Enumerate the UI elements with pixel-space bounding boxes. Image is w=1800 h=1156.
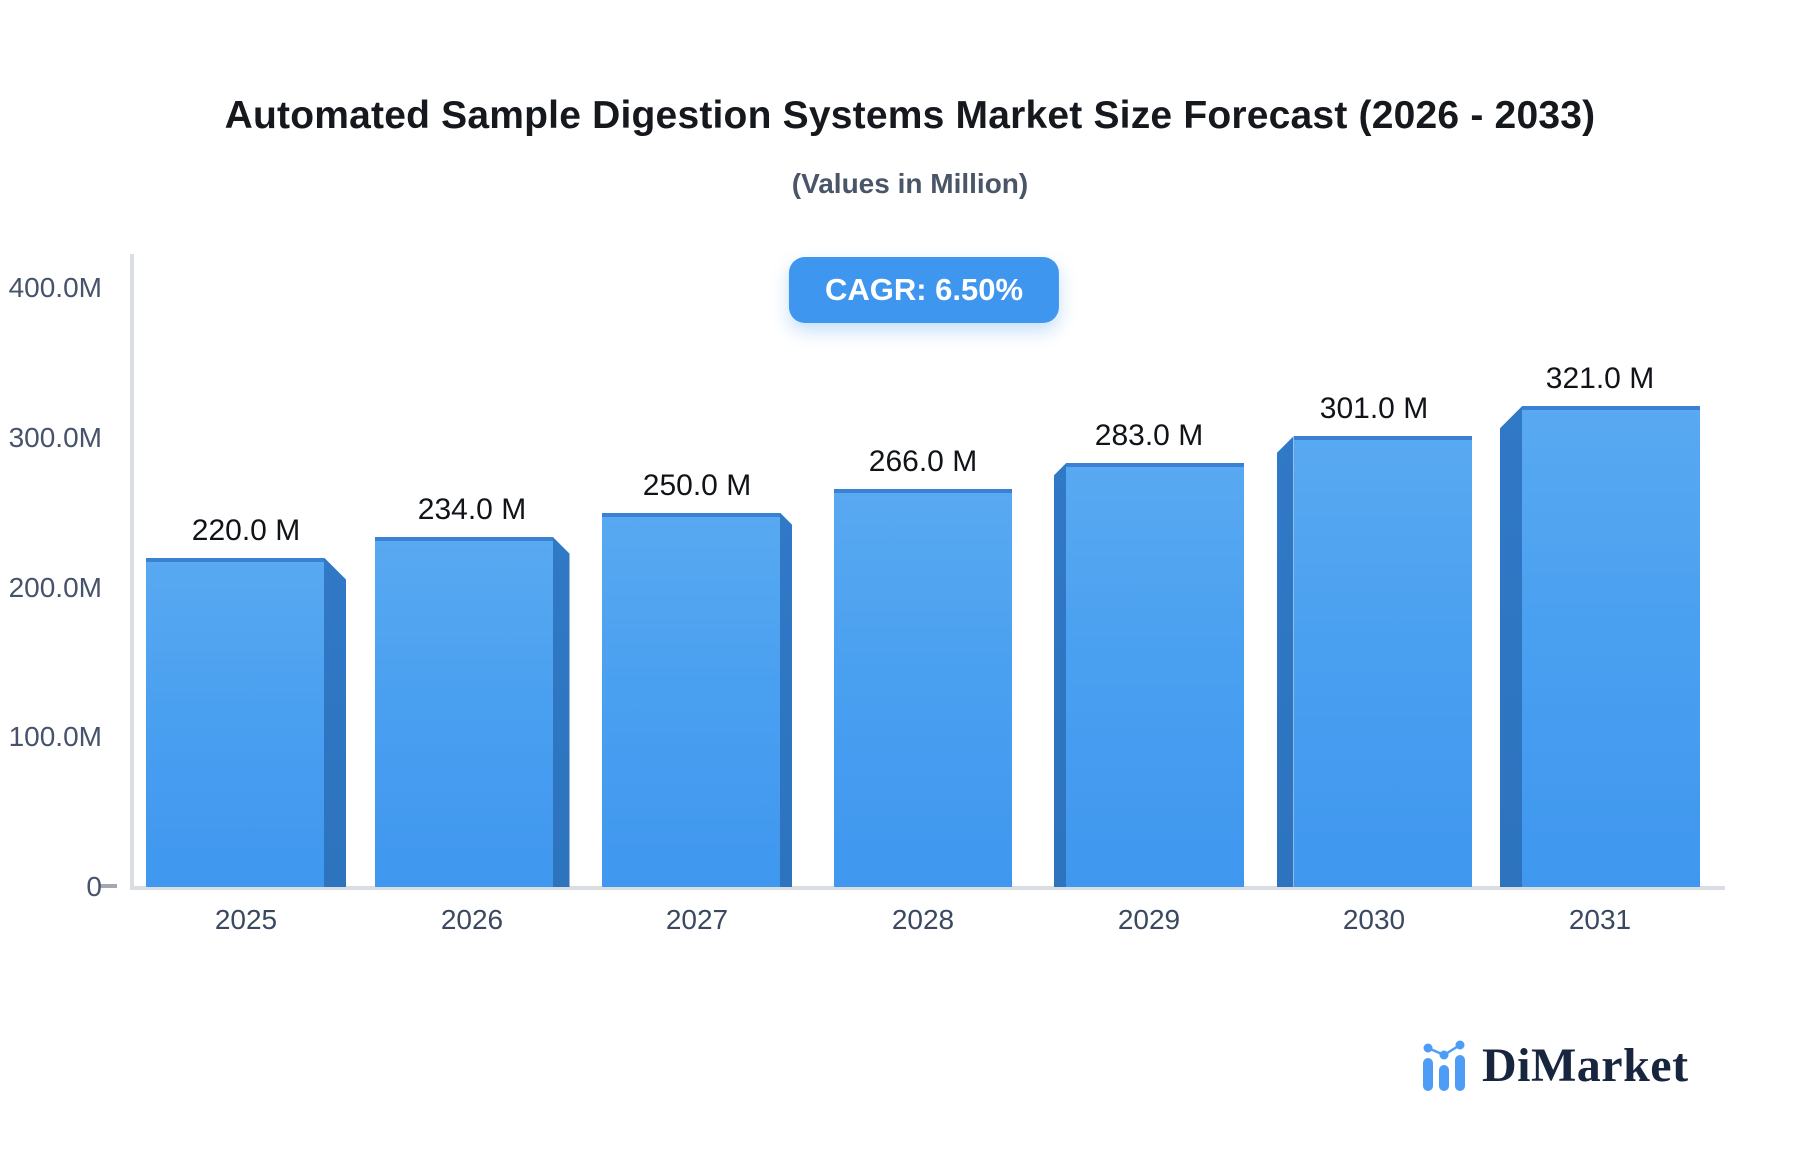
y-axis-tick-label: 300.0M — [8, 421, 102, 453]
bar-value-label: 250.0 M — [642, 468, 752, 502]
bar-side-face — [780, 512, 792, 887]
bar-front-face — [602, 512, 780, 887]
logo-text: DiMarket — [1482, 1039, 1689, 1092]
bar-value-label: 321.0 M — [1545, 362, 1655, 396]
bar-front-face — [146, 557, 324, 887]
zero-tick-mark — [100, 884, 117, 888]
bar-front-face — [834, 488, 1012, 887]
cagr-badge: CAGR: 6.50% — [788, 257, 1060, 323]
y-axis-tick-label: 400.0M — [8, 272, 102, 303]
bar-2026 — [374, 536, 570, 887]
bar-2030 — [1276, 436, 1472, 887]
page-subtitle: (Values in Million) — [791, 168, 1029, 199]
bar-side-face — [1276, 436, 1294, 887]
bar-side-face — [1500, 406, 1522, 887]
bar-value-label: 220.0 M — [191, 513, 301, 547]
x-axis-tick-label: 2029 — [1117, 904, 1181, 935]
bar-2027 — [602, 512, 792, 887]
y-axis-line — [130, 254, 134, 888]
bar-chart-icon — [1423, 1040, 1465, 1091]
dimarket-logo: DiMarket — [1422, 1038, 1689, 1093]
y-axis-tick-label: 0 — [86, 871, 102, 902]
bar-front-face — [1293, 436, 1472, 887]
bar-value-label: 283.0 M — [1094, 419, 1204, 453]
bar-side-face — [552, 536, 570, 887]
bar-side-face — [324, 557, 346, 887]
y-axis-tick-label: 200.0M — [8, 571, 102, 603]
bar-value-label: 234.0 M — [417, 492, 527, 526]
bar-side-face — [1054, 463, 1066, 887]
bar-front-face — [374, 536, 553, 887]
page-title: Automated Sample Digestion Systems Marke… — [224, 94, 1596, 137]
bar-front-face — [1066, 463, 1244, 887]
x-axis-tick-label: 2027 — [665, 904, 729, 935]
bar-front-face — [1522, 406, 1700, 887]
x-axis-line — [130, 886, 1725, 890]
x-axis-tick-label: 2025 — [214, 904, 278, 935]
x-axis-tick-label: 2026 — [440, 904, 504, 935]
bar-2025 — [146, 557, 346, 887]
x-axis-tick-label: 2030 — [1342, 904, 1406, 935]
bar-value-label: 266.0 M — [868, 444, 978, 478]
y-axis-tick-label: 100.0M — [8, 721, 102, 753]
bar-2028 — [834, 488, 1012, 887]
x-axis-tick-label: 2031 — [1568, 904, 1632, 935]
x-axis-tick-label: 2028 — [891, 904, 955, 935]
bar-value-label: 301.0 M — [1319, 392, 1429, 426]
bar-2029 — [1054, 463, 1244, 887]
bar-2031 — [1500, 406, 1700, 887]
